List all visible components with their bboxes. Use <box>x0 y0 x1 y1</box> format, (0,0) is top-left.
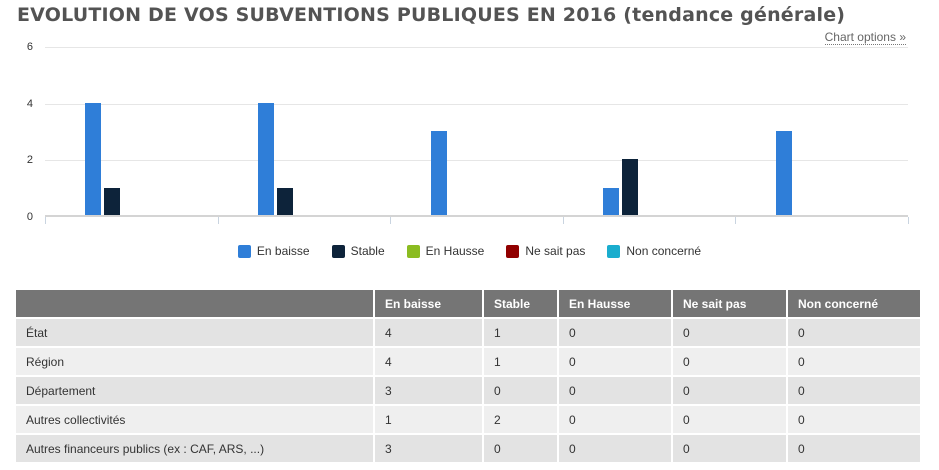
y-axis-tick-label: 2 <box>26 154 33 167</box>
cell-value: 0 <box>557 317 673 348</box>
table-body: État 4 1 0 0 0 Région 4 1 0 0 0 Département 3 0 0 0 0 Autr… <box>14 317 922 464</box>
legend-item-stable[interactable]: Stable <box>331 244 385 258</box>
chart-plot-area <box>45 47 908 217</box>
column-header-en-hausse: En Hausse <box>557 288 673 319</box>
cell-value: 3 <box>373 375 484 406</box>
cell-value: 0 <box>786 317 922 348</box>
column-header-non-concerne: Non concerné <box>786 288 922 319</box>
x-axis-tick <box>908 217 909 224</box>
cell-value: 0 <box>557 433 673 464</box>
cell-value: 0 <box>786 375 922 406</box>
bar-chart: En baisse Stable En Hausse Ne sait pas Non c… <box>0 41 939 262</box>
y-axis-tick-label: 4 <box>26 97 33 110</box>
chart-bar-stable-region <box>276 187 293 216</box>
results-table: En baisse Stable En Hausse Ne sait pas Non c… <box>14 288 922 464</box>
gridline <box>45 160 908 162</box>
table-header: En baisse Stable En Hausse Ne sait pas Non c… <box>14 288 922 319</box>
legend-label: En Hausse <box>425 244 485 258</box>
cell-value: 0 <box>671 433 788 464</box>
row-label: Autres collectivités <box>14 404 375 435</box>
legend-item-en-hausse[interactable]: En Hausse <box>406 244 485 258</box>
chart-bar-stable-autres-collectivites <box>622 159 639 216</box>
chart-bar-en-baisse-autres-collectivites <box>603 187 620 216</box>
chart-bar-en-baisse-region <box>257 102 274 216</box>
cell-value: 0 <box>786 404 922 435</box>
gridline <box>45 103 908 105</box>
table-row-departement: Département 3 0 0 0 0 <box>14 375 922 406</box>
cell-value: 0 <box>482 433 559 464</box>
table-corner-header <box>14 288 375 319</box>
column-header-ne-sait-pas: Ne sait pas <box>671 288 788 319</box>
cell-value: 0 <box>482 375 559 406</box>
chart-bar-en-baisse-etat <box>85 102 102 216</box>
table-header-row: En baisse Stable En Hausse Ne sait pas Non c… <box>14 288 922 319</box>
cell-value: 1 <box>482 346 559 377</box>
cell-value: 1 <box>373 404 484 435</box>
legend-item-ne-sait-pas[interactable]: Ne sait pas <box>506 244 585 258</box>
cell-value: 0 <box>786 433 922 464</box>
chart-bar-stable-etat <box>104 187 121 216</box>
chart-bar-en-baisse-departement <box>430 131 447 216</box>
cell-value: 0 <box>557 346 673 377</box>
legend-swatch-icon <box>331 244 345 258</box>
legend-swatch-icon <box>406 244 420 258</box>
x-axis-tick <box>390 217 392 224</box>
legend-label: Stable <box>350 244 385 258</box>
y-axis-tick-label: 6 <box>26 41 33 53</box>
legend-label: Non concerné <box>626 244 702 258</box>
x-axis-tick <box>735 217 737 224</box>
cell-value: 4 <box>373 346 484 377</box>
chart-options-link[interactable]: Chart options » <box>824 30 906 45</box>
legend-swatch-icon <box>506 244 520 258</box>
cell-value: 3 <box>373 433 484 464</box>
cell-value: 0 <box>557 375 673 406</box>
x-axis-tick <box>217 217 219 224</box>
row-label: État <box>14 317 375 348</box>
column-header-en-baisse: En baisse <box>373 288 484 319</box>
cell-value: 4 <box>373 317 484 348</box>
gridline <box>45 47 908 48</box>
row-label: Autres financeurs publics (ex : CAF, ARS… <box>14 433 375 464</box>
cell-value: 0 <box>671 346 788 377</box>
chart-legend: En baisse Stable En Hausse Ne sait pas Non c… <box>0 240 939 262</box>
legend-label: Ne sait pas <box>525 244 586 258</box>
cell-value: 1 <box>482 317 559 348</box>
legend-label: En baisse <box>256 244 310 258</box>
cell-value: 0 <box>557 404 673 435</box>
legend-item-en-baisse[interactable]: En baisse <box>237 244 310 258</box>
x-axis-line <box>45 215 908 217</box>
table-row-region: Région 4 1 0 0 0 <box>14 346 922 377</box>
column-header-stable: Stable <box>482 288 559 319</box>
y-axis-tick-label: 0 <box>26 211 33 223</box>
cell-value: 0 <box>786 346 922 377</box>
cell-value: 0 <box>671 404 788 435</box>
x-axis-tick <box>45 217 46 224</box>
legend-item-non-concerne[interactable]: Non concerné <box>607 244 701 258</box>
cell-value: 2 <box>482 404 559 435</box>
legend-swatch-icon <box>237 244 251 258</box>
cell-value: 0 <box>671 317 788 348</box>
row-label: Région <box>14 346 375 377</box>
table-row-autres-financeurs-publics-ex-caf-ars: Autres financeurs publics (ex : CAF, ARS… <box>14 433 922 464</box>
table-row-autres-collectivites: Autres collectivités 1 2 0 0 0 <box>14 404 922 435</box>
row-label: Département <box>14 375 375 406</box>
chart-title: EVOLUTION DE VOS SUBVENTIONS PUBLIQUES E… <box>17 4 846 26</box>
table-row-etat: État 4 1 0 0 0 <box>14 317 922 348</box>
cell-value: 0 <box>671 375 788 406</box>
legend-swatch-icon <box>607 244 621 258</box>
x-axis-tick <box>562 217 564 224</box>
chart-bar-en-baisse-autres-financeurs-publics-ex-caf-ars <box>775 131 792 216</box>
